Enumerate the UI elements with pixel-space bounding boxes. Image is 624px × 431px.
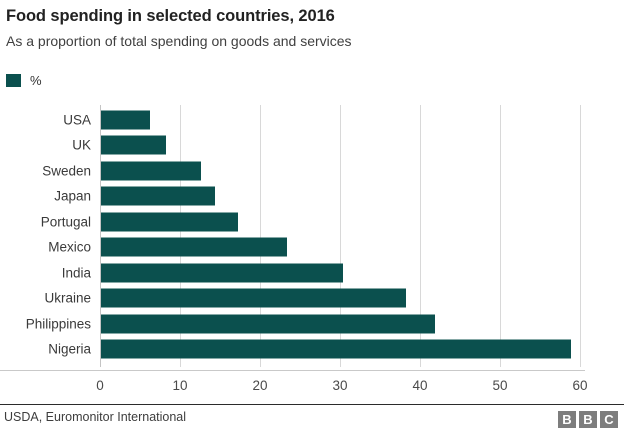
category-label-uk: UK xyxy=(72,137,91,153)
category-label-nigeria: Nigeria xyxy=(48,341,91,357)
plot-area: USA UK Sweden Japan Portugal Mexico India Ukrai… xyxy=(0,105,624,370)
x-tick-label-50: 50 xyxy=(492,378,508,393)
category-label-japan: Japan xyxy=(54,188,91,204)
x-tick-label-30: 30 xyxy=(332,378,348,393)
bar-row: UK xyxy=(0,133,624,159)
x-axis-tick-labels: 0 10 20 30 40 50 60 xyxy=(0,368,624,394)
bar-portugal xyxy=(101,212,238,232)
footer-divider xyxy=(0,404,624,405)
category-label-mexico: Mexico xyxy=(48,239,91,255)
bbc-logo-block-2: B xyxy=(579,411,597,428)
bar-uk xyxy=(101,135,166,155)
x-tick-label-40: 40 xyxy=(412,378,428,393)
category-label-portugal: Portugal xyxy=(40,214,91,230)
bar-row: India xyxy=(0,260,624,286)
gridline-50 xyxy=(500,105,501,367)
y-axis-line xyxy=(100,105,101,367)
chart-subtitle: As a proportion of total spending on goo… xyxy=(6,33,352,49)
bar-india xyxy=(101,263,344,283)
category-label-india: India xyxy=(61,265,91,281)
gridline-60 xyxy=(580,105,581,367)
bar-usa xyxy=(101,110,150,130)
bar-row: Japan xyxy=(0,184,624,210)
x-tick-label-20: 20 xyxy=(252,378,268,393)
bar-row: Ukraine xyxy=(0,286,624,312)
category-label-sweden: Sweden xyxy=(42,163,91,179)
bar-row: Mexico xyxy=(0,235,624,261)
category-label-ukraine: Ukraine xyxy=(44,290,91,306)
x-tick-label-60: 60 xyxy=(572,378,588,393)
bar-row: Portugal xyxy=(0,209,624,235)
bar-philippines xyxy=(101,314,436,334)
category-label-philippines: Philippines xyxy=(25,316,91,332)
page-title: Food spending in selected countries, 201… xyxy=(6,7,335,25)
legend-swatch-percent xyxy=(6,73,21,87)
source-credit: USDA, Euromonitor International xyxy=(4,410,187,424)
bbc-logo-block-1: B xyxy=(558,411,576,428)
gridlines xyxy=(0,105,624,367)
gridline-10 xyxy=(180,105,181,367)
bar-mexico xyxy=(101,237,288,257)
bar-japan xyxy=(101,186,216,206)
bar-row: Philippines xyxy=(0,311,624,337)
bbc-logo-block-3: C xyxy=(600,411,618,428)
gridline-40 xyxy=(420,105,421,367)
x-axis-line xyxy=(0,370,585,371)
x-tick-label-0: 0 xyxy=(96,378,104,393)
bar-sweden xyxy=(101,161,201,181)
x-tick-label-10: 10 xyxy=(172,378,188,393)
gridline-20 xyxy=(260,105,261,367)
legend-label-percent: % xyxy=(30,72,42,88)
chart-legend: % xyxy=(6,72,42,88)
bar-row: USA xyxy=(0,107,624,133)
bar-ukraine xyxy=(101,288,407,308)
bar-series: USA UK Sweden Japan Portugal Mexico India Ukrai… xyxy=(0,105,624,367)
bar-nigeria xyxy=(101,339,572,359)
category-label-usa: USA xyxy=(63,112,91,128)
gridline-30 xyxy=(340,105,341,367)
bar-row: Nigeria xyxy=(0,337,624,363)
bar-row: Sweden xyxy=(0,158,624,184)
